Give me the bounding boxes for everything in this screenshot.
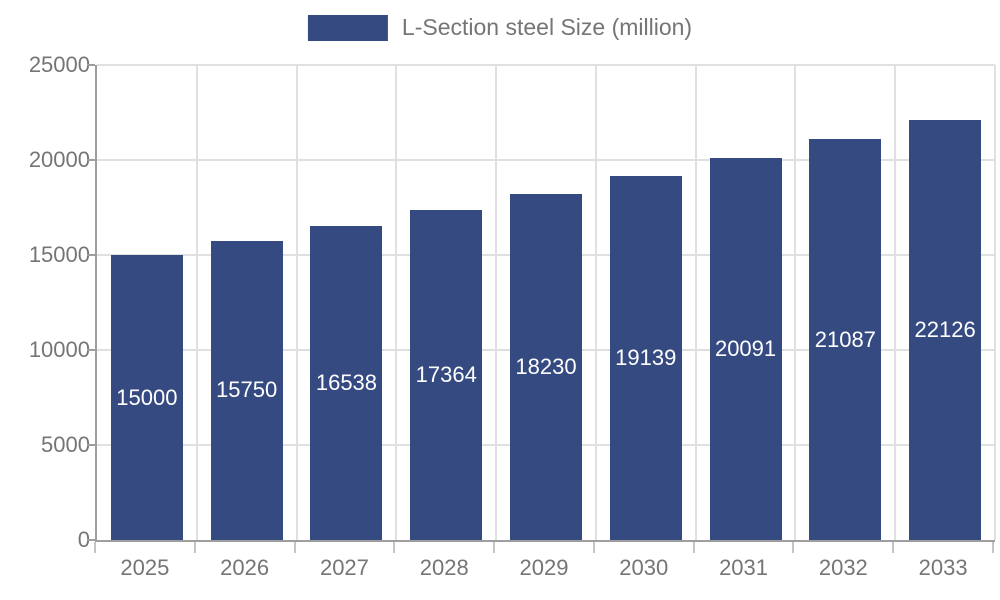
x-tick-label: 2031 — [719, 555, 769, 580]
y-tick-mark — [87, 444, 95, 446]
bar: 18230 — [510, 193, 582, 540]
bar: 16538 — [310, 225, 383, 540]
bar: 15750 — [210, 240, 283, 540]
y-tick-label: 15000 — [28, 242, 90, 267]
v-gridline — [894, 65, 897, 540]
x-tick-mark — [493, 542, 496, 553]
x-tick-mark — [193, 542, 196, 553]
x-tick-label: 2028 — [419, 555, 469, 580]
bar-value-label: 18230 — [515, 353, 577, 379]
v-gridline — [495, 65, 498, 540]
x-tick-label: 2030 — [619, 555, 669, 580]
x-tick-mark — [293, 542, 296, 553]
bar-value-label: 22126 — [914, 316, 976, 342]
y-tick-label: 0 — [77, 527, 90, 552]
v-gridline — [395, 65, 398, 540]
y-tick-mark — [87, 254, 95, 256]
x-tick-mark — [94, 542, 96, 553]
legend-swatch-icon — [307, 14, 388, 41]
bar: 20091 — [709, 158, 782, 540]
y-tick-mark — [87, 349, 95, 351]
legend-label: L-Section steel Size (million) — [401, 14, 693, 40]
h-gridline — [97, 64, 995, 66]
y-tick-mark — [87, 64, 95, 66]
legend[interactable]: L-Section steel Size (million) — [307, 14, 693, 41]
x-tick-mark — [792, 542, 795, 553]
v-gridline — [594, 65, 597, 540]
y-tick-label: 25000 — [28, 52, 90, 77]
bar: 15000 — [110, 255, 183, 540]
x-tick-mark — [692, 542, 695, 553]
x-tick-label: 2032 — [818, 555, 868, 580]
bar: 22126 — [909, 119, 982, 540]
bar: 21087 — [809, 139, 882, 540]
v-gridline — [994, 65, 996, 540]
v-gridline — [694, 65, 697, 540]
y-tick-label: 20000 — [28, 147, 90, 172]
h-gridline — [97, 159, 995, 161]
bar: 19139 — [609, 176, 682, 540]
plot-area: 15000 15750 16538 17364 18230 19139 20091 21087… — [95, 64, 996, 542]
bar-value-label: 16538 — [315, 369, 378, 395]
x-tick-mark — [592, 542, 595, 553]
y-tick-label: 10000 — [28, 337, 90, 362]
y-tick-mark — [87, 539, 95, 541]
v-gridline — [295, 65, 298, 540]
x-tick-mark — [393, 542, 396, 553]
x-tick-label: 2026 — [220, 555, 270, 580]
x-tick-label: 2029 — [519, 555, 569, 580]
bar-value-label: 15750 — [216, 377, 278, 403]
bar: 17364 — [410, 210, 483, 540]
y-tick-label: 5000 — [41, 432, 90, 457]
v-gridline — [195, 65, 198, 540]
bar-value-label: 19139 — [615, 345, 677, 371]
x-tick-label: 2027 — [319, 555, 369, 580]
bar-value-label: 15000 — [116, 384, 178, 410]
x-tick-mark — [992, 542, 994, 553]
v-gridline — [794, 65, 797, 540]
x-tick-label: 2033 — [918, 555, 968, 580]
x-tick-mark — [892, 542, 895, 553]
bar-value-label: 20091 — [714, 336, 777, 362]
y-tick-mark — [87, 159, 95, 161]
bar-value-label: 17364 — [415, 362, 477, 388]
bar-value-label: 21087 — [814, 326, 876, 352]
x-tick-label: 2025 — [120, 555, 170, 580]
